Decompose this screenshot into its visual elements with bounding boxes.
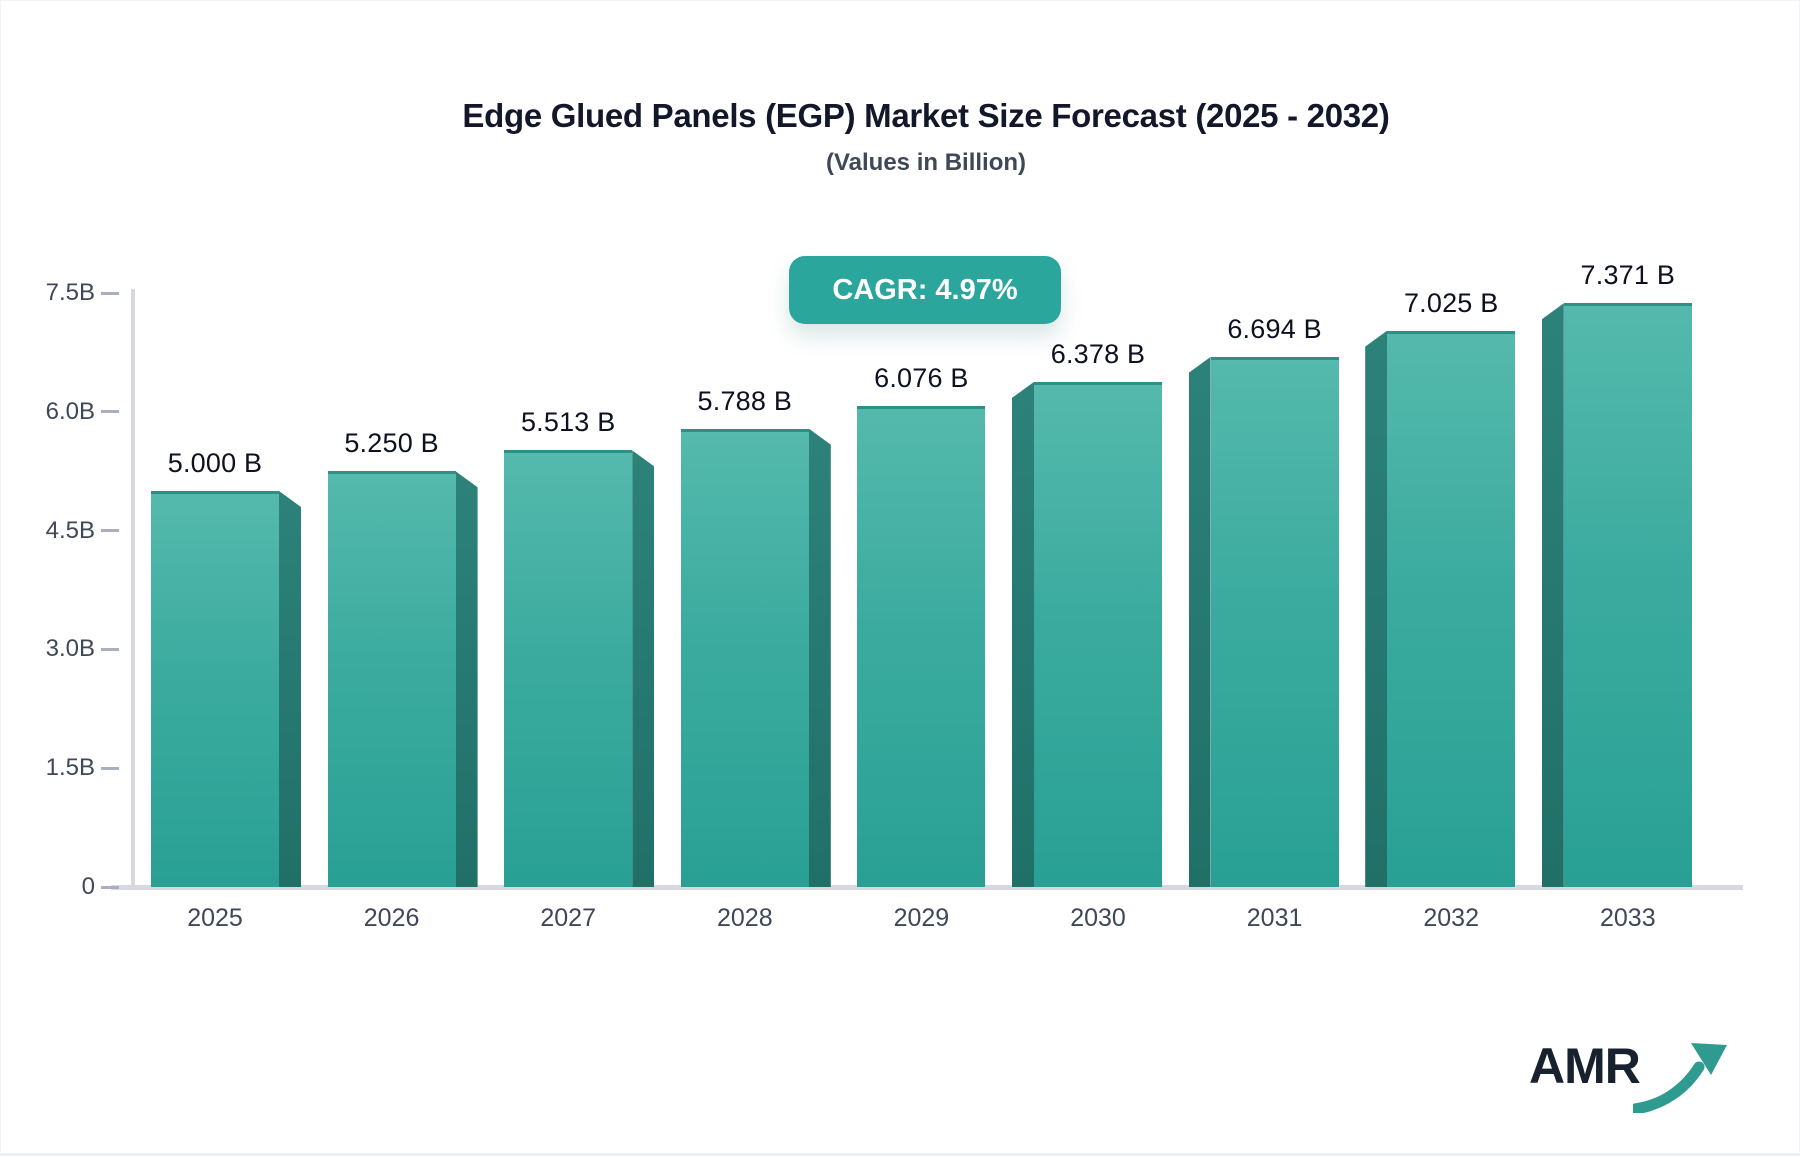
bar-value-label: 7.371 B (1580, 260, 1676, 291)
y-axis-tick (101, 766, 119, 770)
bar-2030 (1034, 381, 1162, 887)
x-axis-label: 2032 (1423, 904, 1479, 932)
bar-value-label: 5.250 B (344, 428, 439, 459)
cagr-badge: CAGR: 4.97% (789, 256, 1061, 324)
bar-value-label: 6.076 B (874, 362, 969, 393)
bar-2032 (1387, 330, 1516, 887)
y-axis-line (131, 289, 135, 888)
bar-value-label: 6.694 B (1227, 313, 1322, 344)
bar-value-label: 6.378 B (1050, 338, 1146, 369)
bar-value-label: 5.000 B (167, 448, 263, 478)
bar-2031 (1210, 356, 1339, 887)
x-axis-label: 2025 (187, 904, 243, 932)
bar-2033-side (1541, 303, 1564, 887)
bar-value-label: 5.788 B (697, 385, 793, 416)
bar-2028-side (808, 428, 831, 887)
y-axis-tick-label: 6.0B (45, 397, 95, 425)
bar-2025 (151, 491, 279, 887)
bar-2030-side (1012, 381, 1034, 887)
x-axis-label: 2033 (1599, 904, 1656, 932)
bar-2029 (857, 405, 986, 887)
bar-2027-side (632, 450, 655, 887)
bar-2027 (504, 450, 633, 887)
x-axis-label: 2027 (540, 904, 596, 932)
y-axis-tick-label: 0 (81, 873, 95, 900)
y-axis-tick-label: 7.5B (45, 279, 95, 306)
y-axis-tick-label: 1.5B (45, 754, 95, 782)
y-axis-tick (101, 410, 119, 414)
growth-arrow-icon (1633, 1043, 1727, 1113)
y-axis-tick-label: 4.5B (45, 516, 95, 544)
bar-value-label: 5.513 B (520, 407, 616, 438)
x-axis-baseline (111, 885, 1743, 890)
x-axis-label: 2026 (363, 904, 420, 932)
amr-logo: AMR (1529, 1031, 1729, 1113)
bar-2031-side (1188, 356, 1211, 887)
amr-logo-text: AMR (1529, 1038, 1641, 1094)
bar-2032-side (1365, 330, 1388, 887)
bar-value-label: 7.025 B (1403, 287, 1499, 318)
chart-subtitle: (Values in Billion) (825, 149, 1027, 176)
x-axis-label: 2029 (893, 904, 950, 932)
y-axis-tick (101, 529, 119, 533)
y-axis-tick (101, 885, 119, 889)
chart-title: Edge Glued Panels (EGP) Market Size Fore… (462, 97, 1390, 134)
x-axis-label: 2031 (1246, 904, 1303, 932)
bar-2028 (680, 428, 809, 887)
bar-2033 (1563, 303, 1692, 887)
x-axis-label: 2028 (716, 904, 773, 932)
bar-2026 (327, 471, 456, 887)
y-axis-tick (101, 291, 119, 295)
bar-2026-side (455, 471, 478, 887)
y-axis-tick-label: 3.0B (45, 635, 95, 663)
bar-2025-side (279, 491, 301, 887)
x-axis-label: 2030 (1070, 904, 1126, 932)
y-axis-tick (101, 647, 119, 651)
